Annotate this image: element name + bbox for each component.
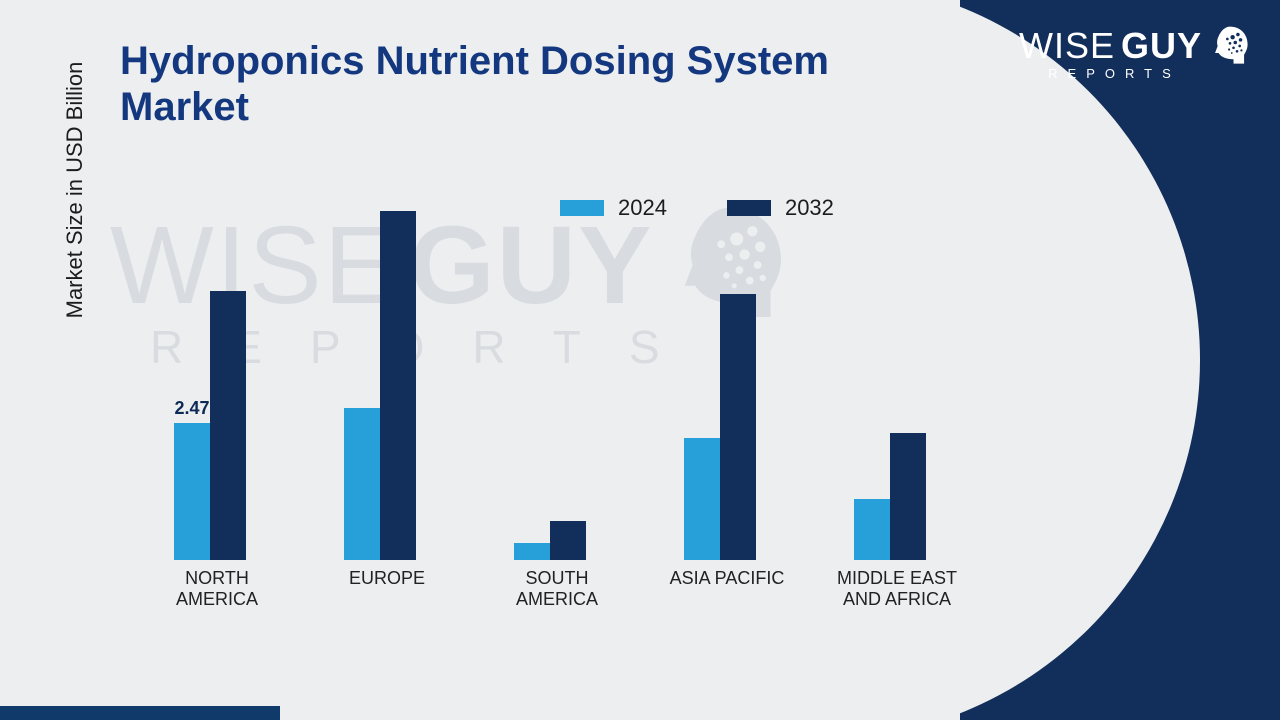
x-tick-label: MIDDLE EAST AND AFRICA [832,568,962,609]
x-tick-label: EUROPE [322,568,452,589]
bar-2024 [174,423,210,560]
bar-2032 [720,294,756,560]
head-icon [1208,24,1252,68]
bar-2032 [210,291,246,560]
bar-2032 [380,211,416,560]
bottom-accent-bar [0,706,280,720]
report-infographic: WISE GUY REPORTS Hydroponics Nutrient Do… [0,0,1280,720]
bar-2032 [550,521,586,560]
brand-text-1: WISE [1019,25,1115,67]
x-tick-label: ASIA PACIFIC [662,568,792,589]
brand-sub: REPORTS [1019,66,1252,81]
y-axis-label: Market Size in USD Billion [62,0,88,380]
bar-chart: Market Size in USD Billion 2.47 NORTH AM… [90,180,950,620]
x-tick-label: NORTH AMERICA [152,568,282,609]
plot-area: 2.47 [142,200,942,560]
bar-2024 [684,438,720,560]
brand-text-2: GUY [1121,25,1202,67]
bar-2024 [514,543,550,560]
bar-2024 [854,499,890,560]
bar-2032 [890,433,926,560]
chart-title: Hydroponics Nutrient Dosing System Marke… [120,38,880,130]
bar-value-label: 2.47 [162,398,222,419]
brand-logo: WISE GUY REPORTS [1019,24,1252,81]
x-tick-label: SOUTH AMERICA [492,568,622,609]
x-axis-labels: NORTH AMERICA EUROPE SOUTH AMERICA ASIA PAC… [142,568,942,688]
bar-2024 [344,408,380,560]
